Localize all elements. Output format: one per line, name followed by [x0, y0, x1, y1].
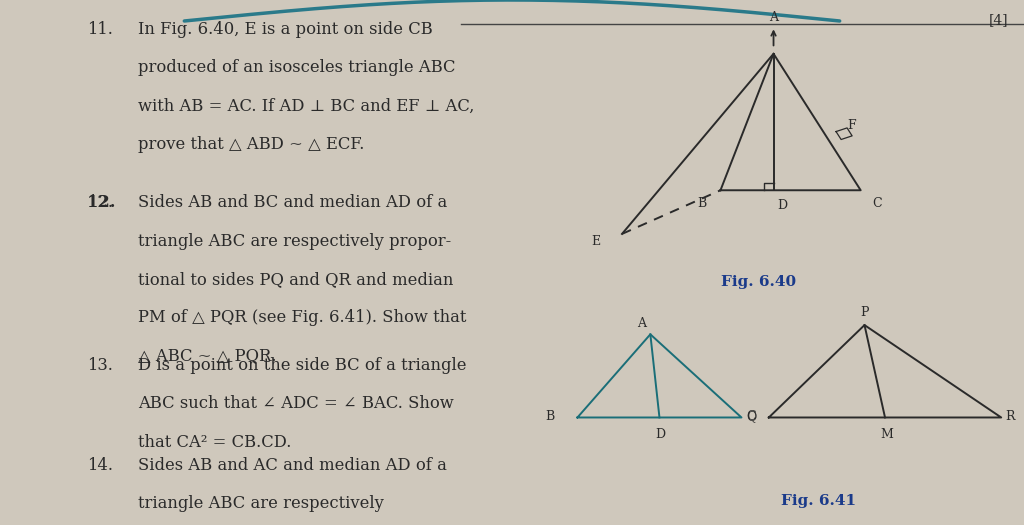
Text: Q: Q: [746, 410, 757, 423]
Text: 13.: 13.: [87, 357, 113, 374]
Text: that CA² = CB.CD.: that CA² = CB.CD.: [138, 434, 292, 450]
Text: triangle ABC are respectively: triangle ABC are respectively: [138, 495, 384, 512]
Text: produced of an isosceles triangle ABC: produced of an isosceles triangle ABC: [138, 59, 456, 76]
Text: Fig. 6.40: Fig. 6.40: [721, 275, 796, 289]
Text: D is a point on the side BC of a triangle: D is a point on the side BC of a triangl…: [138, 357, 467, 374]
Text: M: M: [881, 428, 893, 442]
Text: E: E: [592, 235, 601, 248]
Text: 11.: 11.: [87, 21, 113, 38]
Text: P: P: [860, 306, 868, 319]
Text: tional to sides PQ and QR and median: tional to sides PQ and QR and median: [138, 271, 454, 288]
Text: In Fig. 6.40, E is a point on side CB: In Fig. 6.40, E is a point on side CB: [138, 21, 433, 38]
Text: D: D: [655, 428, 665, 442]
Text: ABC such that ∠ ADC = ∠ BAC. Show: ABC such that ∠ ADC = ∠ BAC. Show: [138, 395, 454, 412]
Text: B: B: [697, 197, 707, 209]
Text: R: R: [1006, 410, 1015, 423]
Text: triangle ABC are respectively propor-: triangle ABC are respectively propor-: [138, 233, 452, 249]
Text: D: D: [777, 200, 787, 213]
Text: 14.: 14.: [87, 457, 113, 474]
Text: C: C: [746, 410, 756, 423]
Text: △ ABC ~ △ PQR.: △ ABC ~ △ PQR.: [138, 348, 276, 364]
Text: 12.: 12.: [87, 194, 113, 211]
Text: with AB = AC. If AD ⊥ BC and EF ⊥ AC,: with AB = AC. If AD ⊥ BC and EF ⊥ AC,: [138, 98, 474, 114]
Text: F: F: [848, 119, 856, 132]
Text: Fig. 6.41: Fig. 6.41: [781, 494, 856, 508]
Text: A: A: [769, 10, 778, 24]
Text: PM of △ PQR (see Fig. 6.41). Show that: PM of △ PQR (see Fig. 6.41). Show that: [138, 309, 467, 326]
Text: Sides AB and BC and median AD of a: Sides AB and BC and median AD of a: [138, 194, 447, 211]
Text: prove that △ ABD ~ △ ECF.: prove that △ ABD ~ △ ECF.: [138, 136, 365, 153]
Text: Sides AB and AC and median AD of a: Sides AB and AC and median AD of a: [138, 457, 447, 474]
Text: A: A: [637, 318, 646, 330]
Text: [4]: [4]: [989, 13, 1009, 27]
Text: 12.: 12.: [87, 194, 116, 211]
Text: B: B: [546, 410, 555, 423]
Text: C: C: [872, 197, 882, 209]
